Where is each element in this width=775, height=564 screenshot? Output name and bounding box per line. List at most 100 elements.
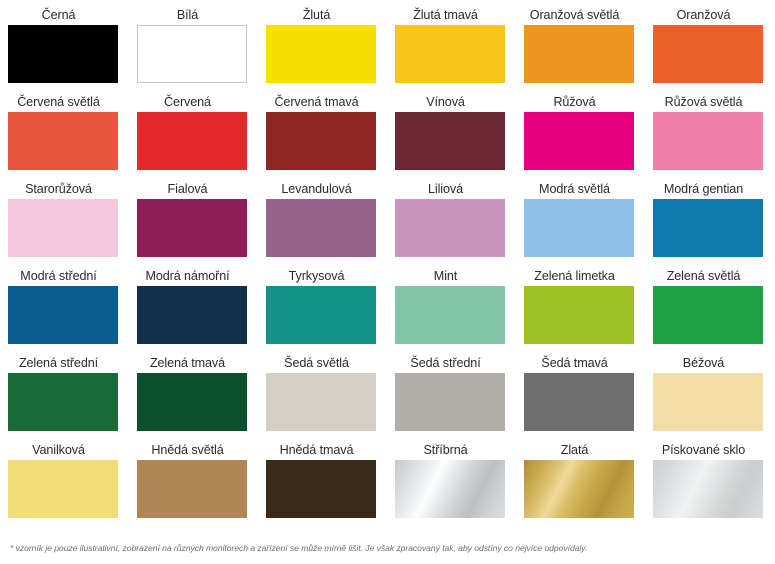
swatch-color-chip[interactable]: [653, 199, 763, 257]
swatch-color-chip[interactable]: [266, 112, 376, 170]
swatch-color-chip[interactable]: [8, 373, 118, 431]
swatch-cell[interactable]: Zelená limetka: [524, 266, 634, 353]
swatch-label: Šedá střední: [410, 356, 481, 370]
swatch-cell[interactable]: Fialová: [137, 179, 247, 266]
swatch-cell[interactable]: Zlatá: [524, 440, 634, 527]
swatch-label: Zelená světlá: [666, 269, 741, 283]
swatch-label: Šedá světlá: [284, 356, 349, 370]
swatch-cell[interactable]: Modrá gentian: [653, 179, 763, 266]
swatch-color-chip[interactable]: [395, 112, 505, 170]
swatch-color-chip[interactable]: [137, 373, 247, 431]
swatch-label: Zelená limetka: [534, 269, 615, 283]
swatch-cell[interactable]: Žlutá: [266, 5, 376, 92]
swatch-grid: Černá Bílá Žlutá Žlutá tmavá Oranžová světlá…: [8, 5, 770, 527]
swatch-label: Stříbrná: [423, 443, 468, 457]
swatch-label: Starorůžová: [25, 182, 92, 196]
swatch-color-chip[interactable]: [137, 112, 247, 170]
swatch-color-chip[interactable]: [653, 460, 763, 518]
swatch-cell[interactable]: Stříbrná: [395, 440, 505, 527]
swatch-cell[interactable]: Hnědá tmavá: [266, 440, 376, 527]
swatch-cell[interactable]: Levandulová: [266, 179, 376, 266]
swatch-cell[interactable]: Modrá námořní: [137, 266, 247, 353]
swatch-color-chip[interactable]: [266, 373, 376, 431]
swatch-cell[interactable]: Zelená tmavá: [137, 353, 247, 440]
swatch-color-chip[interactable]: [653, 286, 763, 344]
swatch-color-chip[interactable]: [266, 199, 376, 257]
swatch-cell[interactable]: Modrá střední: [8, 266, 118, 353]
swatch-label: Žlutá tmavá: [413, 8, 478, 22]
swatch-color-chip[interactable]: [266, 25, 376, 83]
swatch-cell[interactable]: Červená: [137, 92, 247, 179]
swatch-label: Hnědá světlá: [151, 443, 224, 457]
swatch-color-chip[interactable]: [137, 460, 247, 518]
swatch-label: Zelená střední: [18, 356, 99, 370]
swatch-color-chip[interactable]: [524, 112, 634, 170]
swatch-color-chip[interactable]: [8, 286, 118, 344]
swatch-color-chip[interactable]: [137, 199, 247, 257]
swatch-color-chip[interactable]: [395, 460, 505, 518]
swatch-label: Modrá námořní: [145, 269, 230, 283]
swatch-cell[interactable]: Pískované sklo: [653, 440, 763, 527]
swatch-color-chip[interactable]: [653, 112, 763, 170]
swatch-label: Modrá gentian: [663, 182, 744, 196]
swatch-cell[interactable]: Šedá tmavá: [524, 353, 634, 440]
swatch-cell[interactable]: Modrá světlá: [524, 179, 634, 266]
swatch-cell[interactable]: Hnědá světlá: [137, 440, 247, 527]
swatch-color-chip[interactable]: [8, 112, 118, 170]
swatch-label: Zelená tmavá: [149, 356, 226, 370]
swatch-color-chip[interactable]: [653, 25, 763, 83]
swatch-cell[interactable]: Béžová: [653, 353, 763, 440]
swatch-label: Vanilková: [32, 443, 85, 457]
swatch-cell[interactable]: Černá: [8, 5, 118, 92]
swatch-cell[interactable]: Tyrkysová: [266, 266, 376, 353]
swatch-color-chip[interactable]: [524, 25, 634, 83]
swatch-label: Modrá střední: [20, 269, 97, 283]
swatch-cell[interactable]: Oranžová světlá: [524, 5, 634, 92]
swatch-color-chip[interactable]: [395, 199, 505, 257]
swatch-color-chip[interactable]: [524, 460, 634, 518]
swatch-cell[interactable]: Starorůžová: [8, 179, 118, 266]
swatch-cell[interactable]: Vanilková: [8, 440, 118, 527]
swatch-cell[interactable]: Vínová: [395, 92, 505, 179]
swatch-color-chip[interactable]: [266, 460, 376, 518]
swatch-color-chip[interactable]: [524, 286, 634, 344]
disclaimer-footnote: * vzorník je pouze ilustrativní, zobraze…: [10, 543, 588, 553]
swatch-cell[interactable]: Zelená střední: [8, 353, 118, 440]
swatch-color-chip[interactable]: [395, 25, 505, 83]
swatch-cell[interactable]: Žlutá tmavá: [395, 5, 505, 92]
swatch-color-chip[interactable]: [137, 25, 247, 83]
swatch-label: Bílá: [176, 8, 199, 22]
swatch-color-chip[interactable]: [8, 460, 118, 518]
swatch-label: Červená: [164, 95, 211, 109]
swatch-cell[interactable]: Růžová světlá: [653, 92, 763, 179]
swatch-cell[interactable]: Červená tmavá: [266, 92, 376, 179]
swatch-label: Fialová: [167, 182, 208, 196]
swatch-color-chip[interactable]: [137, 286, 247, 344]
swatch-label: Oranžová: [676, 8, 731, 22]
swatch-color-chip[interactable]: [8, 199, 118, 257]
swatch-color-chip[interactable]: [266, 286, 376, 344]
swatch-color-chip[interactable]: [524, 373, 634, 431]
swatch-label: Pískované sklo: [661, 443, 746, 457]
swatch-label: Růžová světlá: [664, 95, 743, 109]
swatch-label: Vínová: [426, 95, 465, 109]
swatch-color-chip[interactable]: [8, 25, 118, 83]
swatch-label: Oranžová světlá: [529, 8, 620, 22]
swatch-color-chip[interactable]: [395, 373, 505, 431]
swatch-color-chip[interactable]: [524, 199, 634, 257]
swatch-cell[interactable]: Šedá světlá: [266, 353, 376, 440]
swatch-cell[interactable]: Růžová: [524, 92, 634, 179]
swatch-cell[interactable]: Liliová: [395, 179, 505, 266]
swatch-label: Levandulová: [281, 182, 352, 196]
swatch-cell[interactable]: Mint: [395, 266, 505, 353]
swatch-color-chip[interactable]: [653, 373, 763, 431]
swatch-cell[interactable]: Zelená světlá: [653, 266, 763, 353]
swatch-color-chip[interactable]: [395, 286, 505, 344]
swatch-cell[interactable]: Oranžová: [653, 5, 763, 92]
swatch-cell[interactable]: Bílá: [137, 5, 247, 92]
swatch-cell[interactable]: Červená světlá: [8, 92, 118, 179]
swatch-cell[interactable]: Šedá střední: [395, 353, 505, 440]
swatch-label: Hnědá tmavá: [279, 443, 354, 457]
swatch-label: Béžová: [682, 356, 725, 370]
